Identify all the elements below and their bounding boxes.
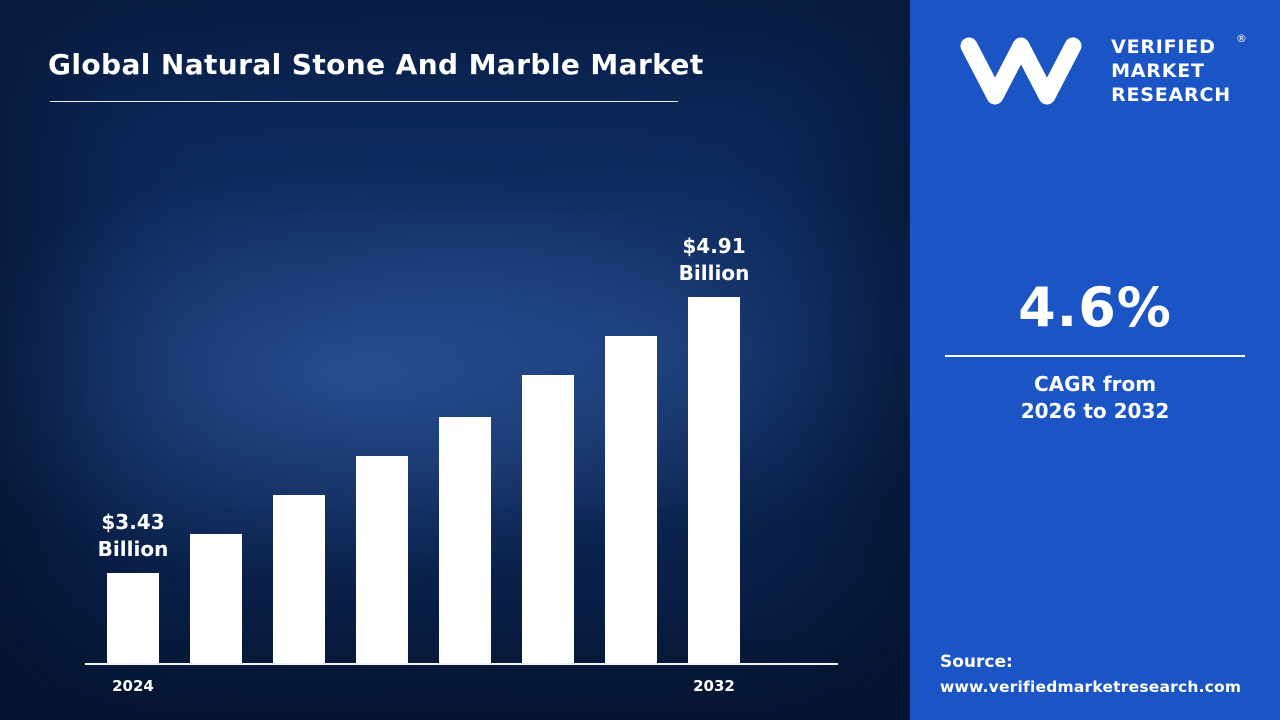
bar-item bbox=[273, 495, 325, 663]
cagr-label: CAGR from 2026 to 2032 bbox=[910, 371, 1280, 425]
chart-bars: $3.43 Billion 2024 $4.91 Billion 2032 bbox=[98, 233, 750, 695]
chart-panel: Global Natural Stone And Marble Market $… bbox=[0, 0, 910, 720]
source-label: Source: bbox=[940, 652, 1013, 672]
bar-item bbox=[190, 534, 242, 663]
x-axis-line bbox=[85, 663, 838, 665]
bar-item bbox=[439, 417, 491, 663]
bar bbox=[522, 375, 574, 663]
x-axis-label: 2024 bbox=[112, 677, 154, 695]
bar bbox=[605, 336, 657, 663]
bar-item bbox=[522, 375, 574, 663]
brand-name: VERIFIED MARKET RESEARCH bbox=[1111, 35, 1231, 107]
brand-line-research: RESEARCH bbox=[1111, 84, 1231, 106]
bar bbox=[356, 456, 408, 663]
vmr-logo-icon bbox=[960, 37, 1082, 105]
bar bbox=[190, 534, 242, 663]
cagr-block: 4.6% CAGR from 2026 to 2032 bbox=[910, 276, 1280, 425]
source-url: www.verifiedmarketresearch.com bbox=[940, 678, 1242, 696]
cagr-value: 4.6% bbox=[1018, 276, 1172, 339]
bar bbox=[688, 297, 740, 663]
registered-trademark-icon: ® bbox=[1235, 32, 1247, 45]
bar-value-label: $3.43 Billion bbox=[97, 510, 169, 561]
bar-item bbox=[356, 456, 408, 663]
bar-item: $3.43 Billion 2024 bbox=[98, 509, 169, 695]
bar-item bbox=[605, 336, 657, 663]
x-axis-label: 2032 bbox=[693, 677, 735, 695]
cagr-label-line2: 2026 to 2032 bbox=[1020, 399, 1170, 423]
cagr-label-line1: CAGR from bbox=[1033, 372, 1157, 396]
bar bbox=[439, 417, 491, 663]
page-title: Global Natural Stone And Marble Market bbox=[48, 48, 704, 81]
bar-value-label: $4.91 Billion bbox=[678, 234, 750, 285]
sidebar: VERIFIED MARKET RESEARCH ® 4.6% CAGR fro… bbox=[910, 0, 1280, 720]
bar bbox=[273, 495, 325, 663]
title-underline bbox=[50, 101, 678, 102]
cagr-divider bbox=[945, 355, 1245, 357]
bar-chart: $3.43 Billion 2024 $4.91 Billion 2032 bbox=[85, 233, 838, 695]
source-block: Source: www.verifiedmarketresearch.com bbox=[940, 652, 1241, 696]
brand-logo: VERIFIED MARKET RESEARCH ® bbox=[959, 32, 1247, 108]
brand-line-verified: VERIFIED bbox=[1111, 36, 1216, 58]
bar bbox=[107, 573, 159, 663]
brand-line-market: MARKET bbox=[1111, 60, 1205, 82]
bar-item: $4.91 Billion 2032 bbox=[679, 233, 750, 695]
